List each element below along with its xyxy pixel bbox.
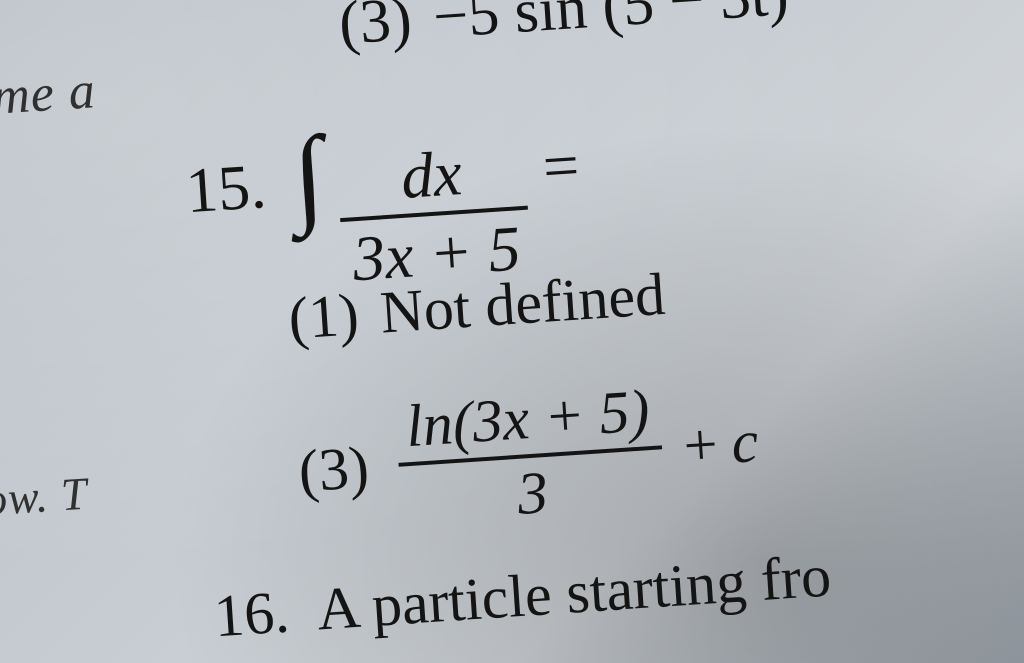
q16-text: A particle starting fro [315, 541, 833, 644]
q15-option3-fraction: ln(3x + 5) 3 [394, 376, 667, 535]
q15-integral-sign: ∫ [290, 130, 326, 220]
margin-mid-left: ow. T [0, 467, 89, 527]
q15-option3-constant: c [729, 407, 760, 478]
q16-number: 16. [212, 577, 291, 651]
q14-option3-expression: −5 sin (5 − 3t) [431, 0, 791, 53]
q14-option3-row: (3) −5 sin (5 − 3t) [337, 0, 791, 60]
q14-option3-number: (3) [337, 0, 414, 60]
q15-equals: = [540, 128, 581, 204]
q15-option3-denominator: 3 [505, 458, 559, 528]
q15-number: 15. [184, 149, 269, 228]
q15-option1-number: (1) [286, 280, 360, 353]
q16-row: 16. A particle starting fro [212, 541, 833, 651]
q15-option3-number: (3) [297, 432, 371, 505]
page-content: (3) −5 sin (5 − 3t) time a 15. ∫ dx 3x +… [0, 0, 1024, 663]
q15-integrand-numerator: dx [389, 136, 474, 212]
margin-top-left: time a [0, 61, 98, 129]
q15-option3-plus: + [681, 409, 719, 480]
q15-option3-row: (3) ln(3x + 5) 3 + c [294, 370, 763, 542]
